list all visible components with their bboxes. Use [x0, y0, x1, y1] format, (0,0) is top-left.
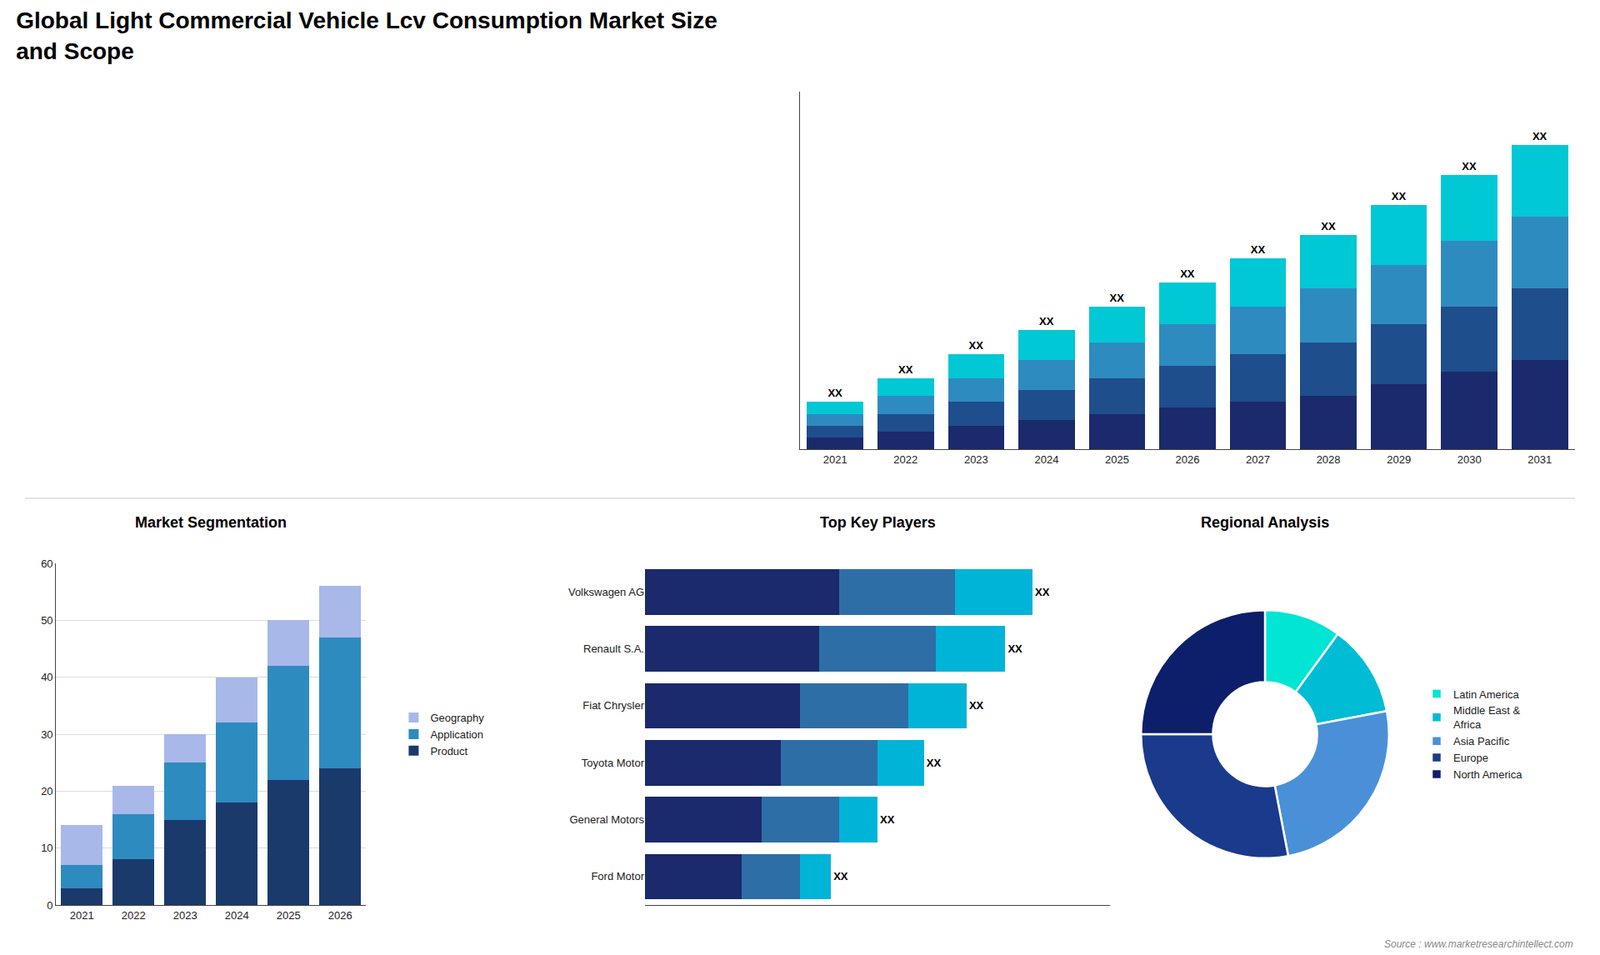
svg-text:2023: 2023	[173, 909, 198, 922]
svg-text:Asia Pacific: Asia Pacific	[1453, 735, 1510, 748]
svg-text:General Motors: General Motors	[569, 813, 645, 826]
svg-text:Volkswagen AG: Volkswagen AG	[568, 585, 645, 599]
svg-text:2025: 2025	[1105, 453, 1130, 466]
svg-text:Source : www.marketresearchint: Source : www.marketresearchintellect.com	[1384, 938, 1574, 950]
svg-text:XX: XX	[969, 699, 985, 712]
svg-text:2024: 2024	[1034, 453, 1059, 466]
svg-text:XX: XX	[1180, 267, 1195, 280]
svg-text:2026: 2026	[1175, 453, 1200, 466]
svg-text:North America: North America	[1453, 768, 1523, 781]
svg-text:XX: XX	[827, 386, 843, 400]
svg-text:2021: 2021	[70, 909, 95, 922]
svg-text:XX: XX	[880, 813, 895, 826]
svg-text:Renault S.A.: Renault S.A.	[583, 642, 645, 655]
svg-text:Regional Analysis: Regional Analysis	[1200, 514, 1330, 531]
svg-text:2021: 2021	[823, 453, 848, 466]
svg-text:XX: XX	[1320, 220, 1336, 233]
svg-text:20: 20	[40, 785, 53, 798]
svg-text:50: 50	[40, 614, 53, 627]
svg-text:40: 40	[40, 670, 53, 684]
svg-text:2023: 2023	[964, 453, 989, 466]
svg-text:XX: XX	[1110, 291, 1125, 305]
svg-text:2025: 2025	[276, 909, 301, 922]
svg-text:2026: 2026	[328, 909, 353, 922]
svg-text:XX: XX	[1039, 315, 1055, 328]
svg-text:XX: XX	[969, 339, 985, 352]
svg-text:Europe: Europe	[1453, 751, 1489, 765]
svg-text:2022: 2022	[893, 453, 918, 466]
svg-text:XX: XX	[1035, 585, 1050, 599]
svg-text:Geography: Geography	[430, 711, 485, 725]
svg-text:Top Key Players: Top Key Players	[820, 514, 936, 531]
svg-text:XX: XX	[1250, 243, 1266, 256]
svg-text:2031: 2031	[1527, 453, 1552, 466]
svg-text:30: 30	[40, 728, 53, 741]
svg-text:Ford Motor: Ford Motor	[590, 870, 645, 883]
svg-text:Market Segmentation: Market Segmentation	[135, 514, 287, 531]
svg-text:Application: Application	[430, 728, 484, 741]
svg-text:2024: 2024	[225, 909, 250, 922]
svg-text:Middle East &Africa: Middle East &Africa	[1453, 704, 1521, 731]
svg-text:0: 0	[46, 899, 53, 912]
svg-text:Product: Product	[430, 745, 468, 758]
svg-text:2030: 2030	[1457, 453, 1482, 466]
svg-text:60: 60	[40, 557, 53, 570]
svg-text:Latin America: Latin America	[1453, 688, 1520, 701]
svg-text:XX: XX	[833, 870, 849, 883]
svg-text:XX: XX	[1532, 130, 1548, 143]
svg-text:XX: XX	[898, 363, 914, 376]
svg-text:XX: XX	[1007, 642, 1023, 655]
svg-text:XX: XX	[1461, 160, 1477, 173]
svg-text:2027: 2027	[1245, 453, 1270, 466]
svg-text:Global Light Commercial Vehicl: Global Light Commercial Vehicle Lcv Cons…	[15, 7, 718, 64]
svg-text:2022: 2022	[121, 909, 146, 922]
svg-text:2029: 2029	[1386, 453, 1411, 466]
svg-text:Toyota Motor: Toyota Motor	[581, 756, 645, 770]
svg-text:XX: XX	[926, 756, 942, 770]
svg-text:Fiat Chrysler: Fiat Chrysler	[582, 699, 645, 712]
svg-text:XX: XX	[1391, 190, 1407, 203]
svg-text:10: 10	[40, 841, 53, 855]
svg-text:2028: 2028	[1316, 453, 1341, 466]
